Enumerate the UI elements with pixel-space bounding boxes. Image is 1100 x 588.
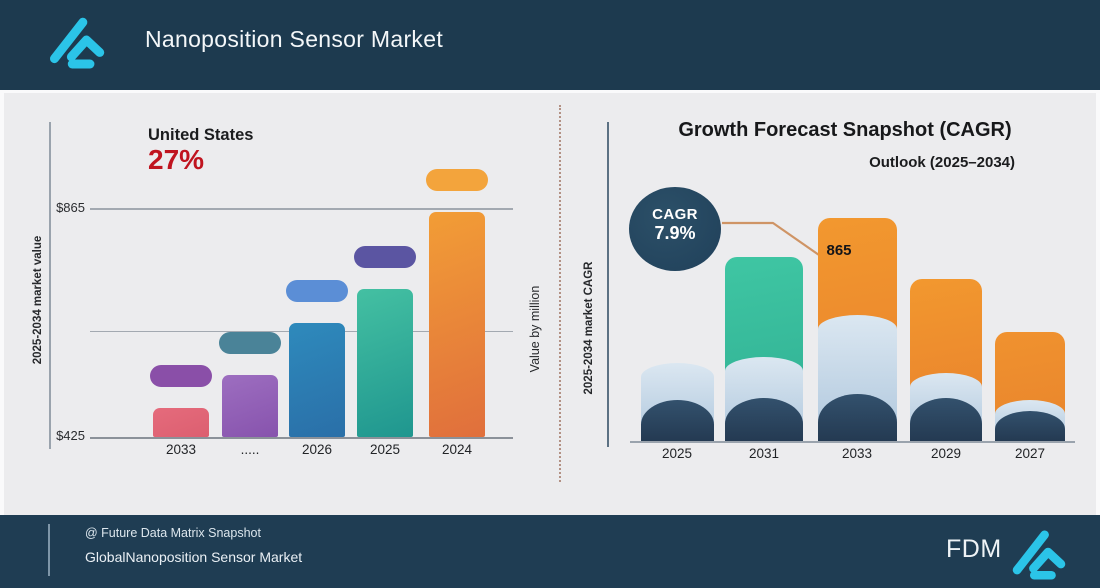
left-chart-highlight-value: 27% [148,144,205,175]
bar-cap-2024 [426,169,488,191]
fdm-logo-icon [1012,530,1066,580]
page-title: Nanoposition Sensor Market [145,26,444,52]
stack-base-2029 [910,398,982,441]
chart-canvas: 2025-2034 market value United States 27%… [0,90,1100,515]
footer-source: GlobalNanoposition Sensor Market [85,549,303,565]
x-tick-label: 2025 [661,446,693,461]
cagr-badge: CAGR 7.9% [629,187,721,271]
right-y-axis-line [607,122,609,447]
stack-base-2031 [725,398,803,441]
right-x-axis-line [630,441,1075,443]
footer-brand: FDM [946,535,1002,563]
cagr-badge-label: CAGR [652,206,698,223]
bar-2026 [289,323,345,437]
bar-cap-..... [219,332,281,354]
x-tick-label: 2029 [930,446,962,461]
bar-2024 [429,212,485,437]
bar-cap-2026 [286,280,348,302]
gridline-865 [90,208,513,210]
stack-base-2033 [817,394,897,441]
x-tick-label: 2033 [841,446,873,461]
fdm-logo-icon [50,17,105,69]
x-tick-label: ..... [240,442,260,457]
header-bar: Nanoposition Sensor Market [0,0,1100,90]
stack-base-2027 [995,411,1065,441]
shared-value-axis-title: Value by million [528,285,542,373]
dotted-divider-line [559,105,561,482]
edge-right [1096,90,1100,515]
bar-2033 [153,408,209,437]
x-tick-label: 2024 [441,442,473,457]
x-tick-label: 2026 [301,442,333,457]
stack-base-2025 [640,400,714,441]
right-chart-title: Growth Forecast Snapshot (CAGR) [678,119,1012,141]
edge-left [0,90,4,515]
bar-2025 [357,289,413,437]
x-tick-label: 2025 [369,442,401,457]
badge-connector-line [722,221,820,256]
bar-cap-2025 [354,246,416,268]
right-y-axis-title: 2025-2034 market CAGR [583,261,595,395]
cagr-badge-value: 7.9% [654,223,696,243]
footer-bar: @ Future Data Matrix Snapshot GlobalNano… [0,515,1100,588]
x-tick-label: 2027 [1014,446,1046,461]
footer-divider-line [48,524,50,576]
left-y-axis-line [49,122,51,449]
right-chart-subtitle: Outlook (2025–2034) [869,154,1015,171]
x-tick-label: 2033 [165,442,197,457]
bar-cap-2033 [150,365,212,387]
bar-value-label: 865 [826,242,852,259]
x-tick-label: 2031 [748,446,780,461]
edge-top [0,90,1100,93]
y-tick-865: $865 [56,200,85,215]
left-y-axis-title: 2025-2034 market value [32,235,44,365]
left-x-axis-line [90,437,513,439]
left-chart-title: United States [148,126,254,144]
footer-note: @ Future Data Matrix Snapshot [85,526,261,540]
bar-..... [222,375,278,437]
y-tick-425: $425 [56,428,85,443]
